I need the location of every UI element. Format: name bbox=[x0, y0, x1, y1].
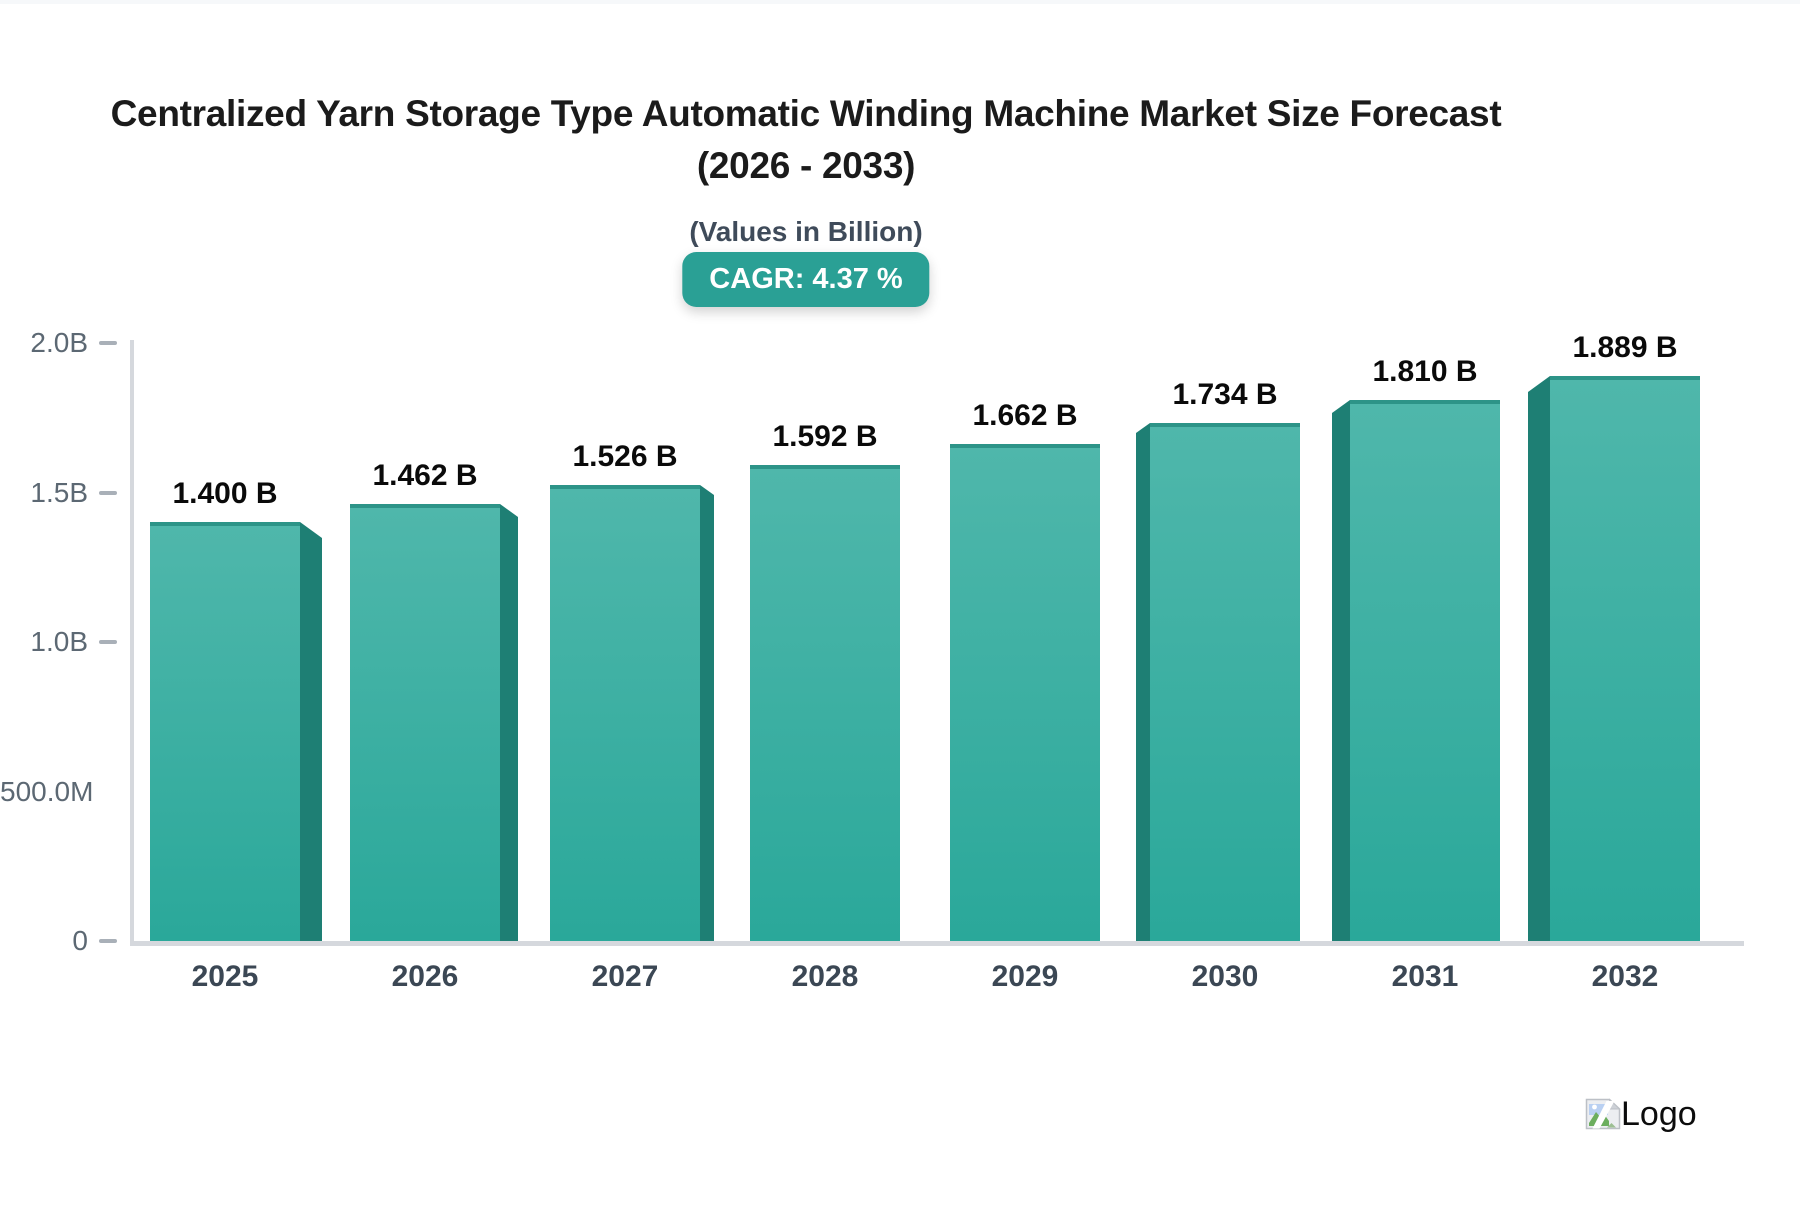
bar-value-label: 1.526 B bbox=[572, 440, 678, 473]
x-axis-label: 2028 bbox=[791, 960, 859, 993]
x-axis-label: 2031 bbox=[1391, 960, 1459, 993]
bar-value-label: 1.734 B bbox=[1172, 378, 1278, 411]
bar-value-label: 1.810 B bbox=[1372, 355, 1478, 388]
bar-2025[interactable] bbox=[150, 522, 300, 941]
x-axis-label: 2025 bbox=[191, 960, 259, 993]
y-axis-tick-mark bbox=[99, 490, 117, 495]
chart-title-line2: (2026 - 2033) bbox=[696, 145, 916, 186]
y-axis-tick-mark bbox=[99, 640, 117, 644]
y-axis-tick-label: 0 bbox=[72, 925, 88, 956]
bar-side-face-2027 bbox=[700, 485, 714, 941]
bar-2029[interactable] bbox=[950, 444, 1100, 941]
x-axis-label: 2026 bbox=[391, 960, 459, 993]
bar-2028[interactable] bbox=[750, 465, 900, 941]
y-axis-tick-label: 1.5B bbox=[30, 476, 88, 508]
x-axis-label: 2027 bbox=[591, 960, 659, 993]
broken-image-icon bbox=[1585, 1098, 1621, 1130]
bar-2027[interactable] bbox=[550, 485, 700, 941]
chart-subtitle: (Values in Billion) bbox=[689, 216, 923, 247]
bar-2026[interactable] bbox=[350, 504, 500, 941]
x-axis-label: 2032 bbox=[1591, 960, 1659, 993]
logo: Logo bbox=[1585, 1094, 1697, 1134]
bar-value-label: 1.592 B bbox=[772, 420, 878, 453]
y-axis-tick-mark bbox=[99, 341, 117, 345]
x-axis-label: 2029 bbox=[991, 960, 1059, 993]
y-axis-tick-mark bbox=[99, 939, 117, 943]
bar-value-label: 1.400 B bbox=[172, 477, 278, 510]
x-axis-line bbox=[130, 941, 1744, 946]
y-axis-tick-label: 500.0M bbox=[0, 775, 94, 807]
bar-side-face-2032 bbox=[1528, 376, 1550, 941]
logo-text: Logo bbox=[1621, 1095, 1697, 1133]
bar-side-face-2026 bbox=[500, 504, 518, 941]
bar-2032[interactable] bbox=[1550, 376, 1700, 941]
cagr-badge: CAGR: 4.37 % bbox=[682, 252, 930, 307]
bar-side-face-2030 bbox=[1136, 423, 1150, 941]
bar-2030[interactable] bbox=[1150, 423, 1300, 941]
bar-2031[interactable] bbox=[1350, 400, 1500, 941]
bar-value-label: 1.889 B bbox=[1572, 331, 1678, 364]
y-axis-tick-label: 2.0B bbox=[30, 327, 88, 358]
bar-value-label: 1.662 B bbox=[972, 399, 1078, 432]
bar-side-face-2031 bbox=[1332, 400, 1350, 941]
y-axis-line bbox=[130, 340, 134, 946]
window-top-edge bbox=[0, 0, 1800, 4]
x-axis-label: 2030 bbox=[1191, 960, 1259, 993]
bar-value-label: 1.462 B bbox=[372, 459, 478, 492]
chart-header: Centralized Yarn Storage Type Automatic … bbox=[0, 0, 1612, 320]
bar-side-face-2025 bbox=[300, 522, 322, 941]
chart-title-line1: Centralized Yarn Storage Type Automatic … bbox=[110, 93, 1502, 134]
y-axis-tick-label: 1.0B bbox=[30, 626, 88, 657]
